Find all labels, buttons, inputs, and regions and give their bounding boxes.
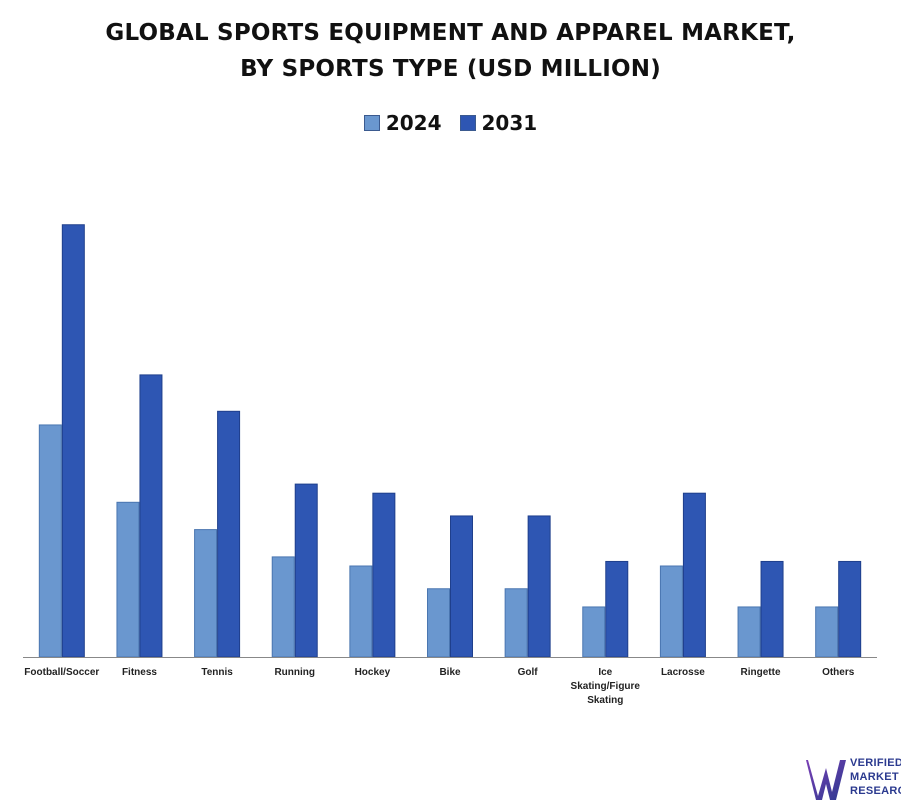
legend-item-2024: 2024 (363, 111, 442, 135)
bar-2024-9 (737, 606, 761, 658)
logo-text-line-1: VERIFIED (850, 757, 901, 769)
bar-2031-9 (760, 560, 784, 658)
bar-2024-10 (815, 606, 839, 658)
x-tick-label-1: Fitness (122, 667, 157, 678)
x-tick-label-8: Lacrosse (661, 667, 705, 678)
bar-2031-6 (527, 515, 551, 658)
logo-text-line-2: MARKET (850, 771, 899, 783)
bar-2031-4 (372, 492, 396, 658)
chart-title-line-1: GLOBAL SPORTS EQUIPMENT AND APPAREL MARK… (105, 20, 796, 46)
bar-2031-3 (294, 483, 318, 658)
bar-2031-8 (682, 492, 706, 658)
logo-text: VERIFIED MARKET RESEARCH (850, 756, 901, 798)
x-tick-label-9: Ringette (741, 667, 781, 678)
bar-2024-2 (194, 529, 218, 658)
bar-2024-7 (582, 606, 606, 658)
x-tick-label-7: Ice Skating/Figure Skating (571, 667, 641, 706)
x-tick-label-10: Others (822, 667, 855, 678)
legend-swatch-2031 (459, 115, 476, 131)
bar-2024-6 (504, 588, 528, 658)
legend-item-2031: 2031 (459, 111, 538, 135)
brand-logo: VERIFIED MARKET RESEARCH (806, 752, 901, 804)
bar-2024-1 (116, 501, 140, 658)
bar-2024-5 (427, 588, 450, 658)
bar-2031-1 (139, 374, 163, 658)
x-tick-label-0: Football/Soccer (24, 667, 99, 678)
vmr-logo-icon (806, 760, 846, 800)
bar-2024-0 (38, 424, 62, 658)
legend-label-2024: 2024 (385, 111, 442, 135)
bar-2031-2 (217, 410, 241, 658)
legend: 2024 2031 (0, 111, 901, 135)
chart-title-line-2: BY SPORTS TYPE (USD MILLION) (240, 56, 661, 82)
bar-2024-3 (271, 556, 295, 658)
bar-2024-8 (659, 565, 683, 658)
x-tick-label-4: Hockey (355, 667, 391, 678)
bar-2031-5 (450, 515, 473, 658)
bar-2031-0 (61, 224, 85, 658)
x-tick-label-5: Bike (439, 667, 461, 678)
x-tick-label-6: Golf (518, 667, 539, 678)
logo-text-line-3: RESEARCH (850, 785, 901, 797)
legend-label-2031: 2031 (481, 111, 538, 135)
legend-swatch-2024 (363, 115, 380, 131)
x-tick-label-2: Tennis (201, 667, 233, 678)
bar-2031-7 (605, 560, 629, 658)
x-tick-label-3: Running (274, 667, 315, 678)
bar-2024-4 (349, 565, 373, 658)
bar-2031-10 (838, 560, 862, 658)
